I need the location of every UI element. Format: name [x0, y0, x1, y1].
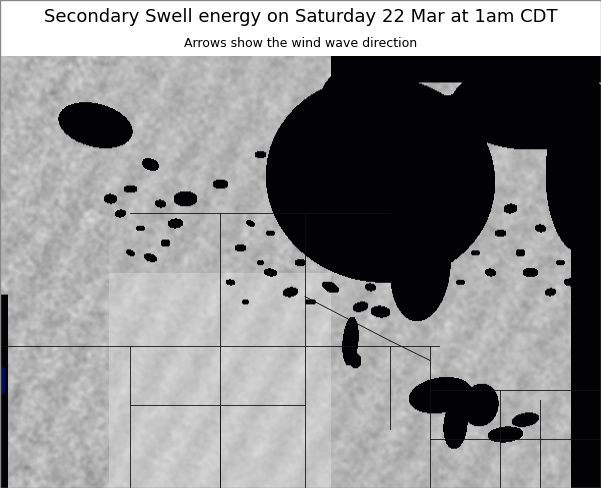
Text: Secondary Swell energy on Saturday 22 Mar at 1am CDT: Secondary Swell energy on Saturday 22 Ma…	[44, 8, 557, 26]
Text: Arrows show the wind wave direction: Arrows show the wind wave direction	[184, 37, 417, 50]
